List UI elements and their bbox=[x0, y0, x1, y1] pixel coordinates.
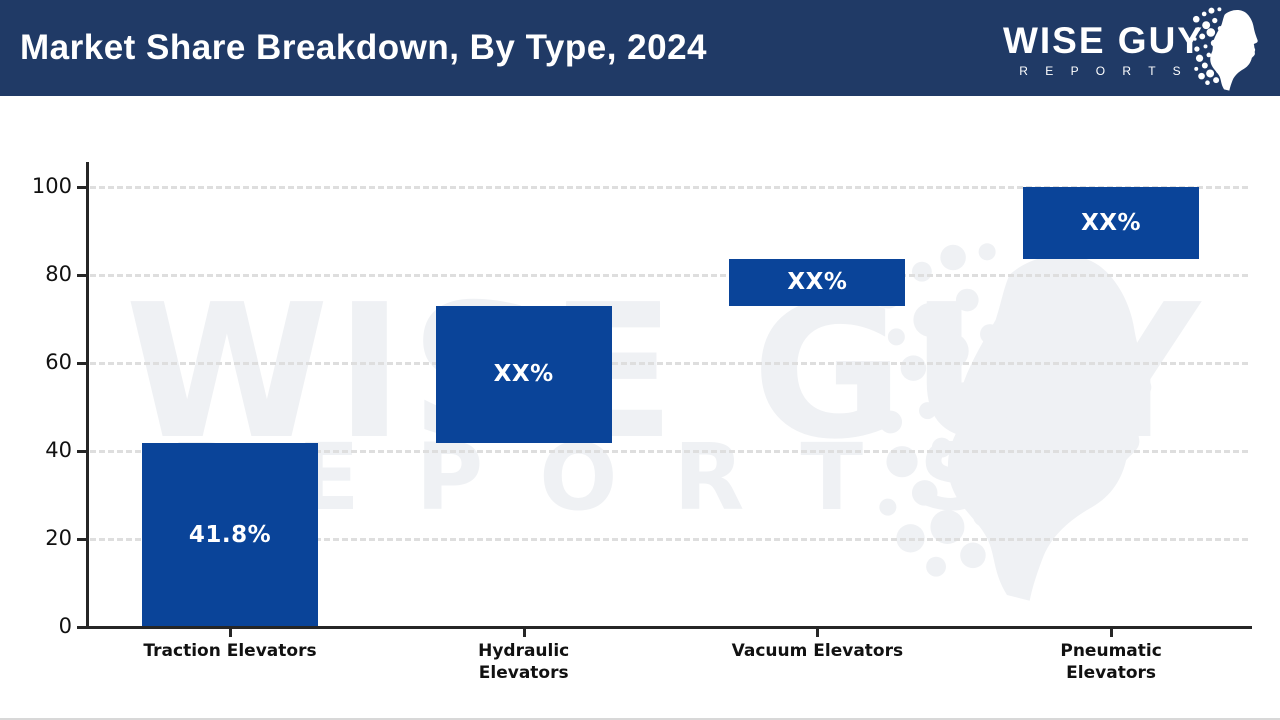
bar-traction-elevators: 41.8% bbox=[142, 443, 318, 627]
y-gridline-20 bbox=[90, 538, 1248, 541]
y-gridline-40 bbox=[90, 450, 1248, 453]
logo-text: WISE GUY R E P O R T S bbox=[1003, 20, 1204, 78]
x-tick-mark-3 bbox=[816, 628, 820, 637]
y-gridline-60 bbox=[90, 362, 1248, 365]
y-axis-line bbox=[86, 162, 89, 629]
x-tick-label-3: Vacuum Elevators bbox=[731, 641, 904, 661]
bottom-divider bbox=[0, 718, 1280, 720]
x-tick-label-1: Traction Elevators bbox=[143, 641, 317, 661]
y-tick-label-20: 20 bbox=[45, 526, 72, 550]
logo-wordmark: WISE GUY bbox=[1002, 20, 1204, 61]
x-tick-mark-4 bbox=[1110, 628, 1114, 637]
y-tick-mark-80 bbox=[77, 274, 87, 277]
x-tick-mark-2 bbox=[522, 628, 526, 637]
y-tick-mark-60 bbox=[77, 362, 87, 365]
y-tick-mark-40 bbox=[77, 450, 87, 453]
y-tick-mark-0 bbox=[77, 626, 87, 629]
bar-value-label: XX% bbox=[787, 269, 848, 296]
watermark-head-icon bbox=[873, 243, 1152, 601]
bar-value-label: 41.8% bbox=[188, 522, 272, 549]
y-tick-label-40: 40 bbox=[45, 438, 72, 462]
bar-vacuum-elevators: XX% bbox=[729, 259, 906, 306]
header-banner: Market Share Breakdown, By Type, 2024 WI… bbox=[0, 0, 1280, 96]
bar-value-label: XX% bbox=[1081, 210, 1142, 237]
y-tick-mark-20 bbox=[77, 538, 87, 541]
x-tick-mark-1 bbox=[229, 628, 232, 637]
y-tick-label-100: 100 bbox=[31, 174, 72, 198]
y-tick-label-0: 0 bbox=[58, 614, 72, 638]
y-gridline-100 bbox=[90, 186, 1248, 189]
bar-value-label: XX% bbox=[493, 361, 554, 388]
y-tick-label-60: 60 bbox=[45, 350, 72, 374]
y-gridline-80 bbox=[90, 274, 1248, 277]
logo-subtitle: R E P O R T S bbox=[1019, 64, 1188, 78]
x-tick-label-4: Pneumatic Elevators bbox=[1060, 641, 1162, 684]
bar-pneumatic-elevators: XX% bbox=[1023, 187, 1200, 260]
page-title: Market Share Breakdown, By Type, 2024 bbox=[20, 28, 708, 67]
y-tick-label-80: 80 bbox=[45, 262, 72, 286]
bar-hydraulic-elevators: XX% bbox=[435, 305, 612, 444]
y-tick-mark-100 bbox=[77, 186, 87, 189]
logo-head-icon bbox=[1192, 7, 1258, 91]
x-tick-label-2: Hydraulic Elevators bbox=[478, 641, 570, 684]
x-axis-line bbox=[86, 626, 1252, 629]
wise-guy-logo: WISE GUY R E P O R T S bbox=[1003, 6, 1266, 92]
